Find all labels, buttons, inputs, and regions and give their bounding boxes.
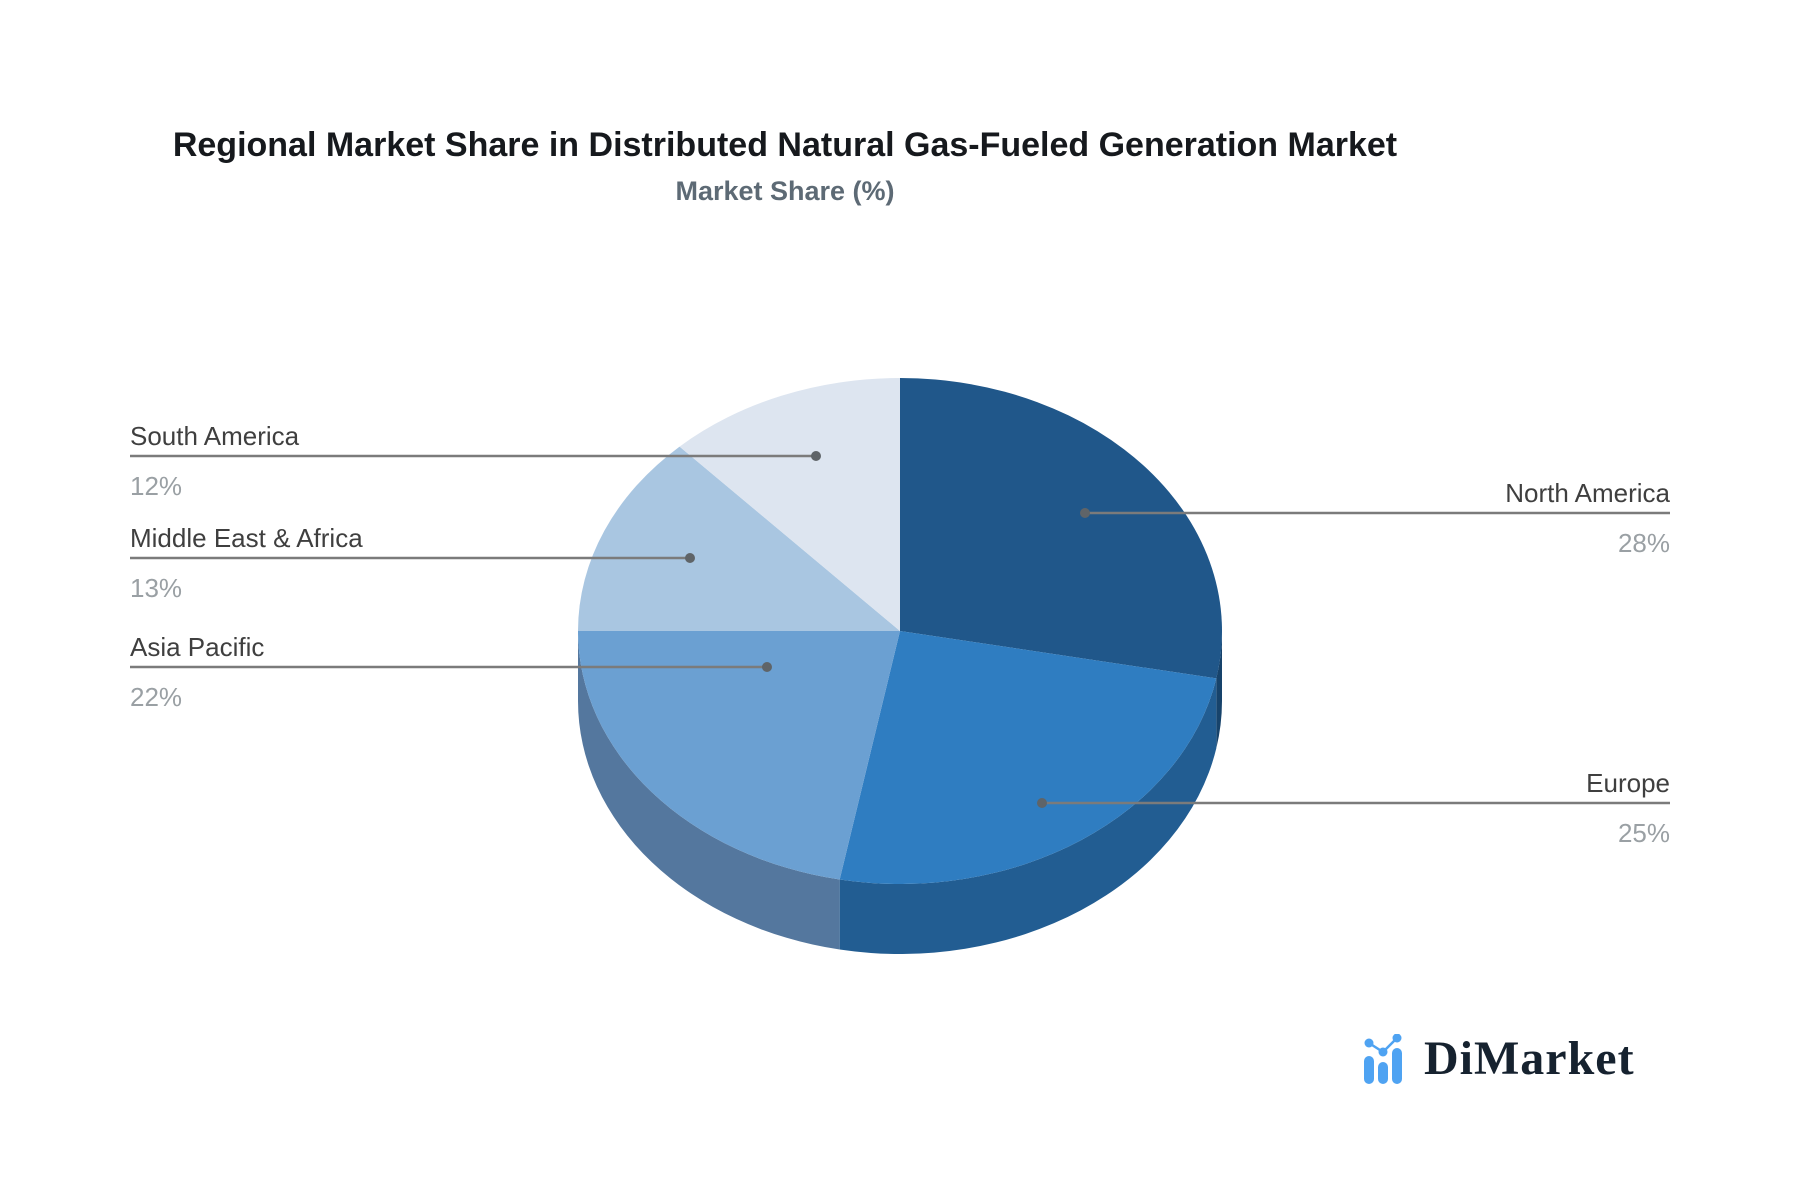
leader-dot-europe: [1037, 798, 1047, 808]
leader-dot-north-america: [1080, 508, 1090, 518]
pie-slice-middle-east-africa[interactable]: [578, 446, 900, 631]
label-name: South America: [130, 421, 300, 451]
pie-rim-europe: [839, 678, 1217, 955]
pie-label-north-america: North America 28%: [1050, 477, 1670, 559]
dimarket-logo-text: DiMarket: [1424, 1032, 1635, 1085]
label-name: Middle East & Africa: [130, 523, 363, 553]
pie-slice-north-america[interactable]: [900, 378, 1222, 679]
pie-label-europe: Europe 25%: [1050, 767, 1670, 849]
chart-subtitle: Market Share (%): [675, 176, 895, 206]
pie-rim-north-america: [1216, 631, 1222, 749]
pie-slice-europe[interactable]: [839, 631, 1217, 885]
label-percent: 28%: [1617, 528, 1670, 558]
leader-dot-middle-east-africa: [685, 553, 695, 563]
label-name: Europe: [1586, 768, 1670, 798]
pie-label-asia-pacific: Asia Pacific 22%: [130, 631, 750, 713]
label-percent: 13%: [130, 573, 183, 603]
label-name: North America: [1505, 478, 1670, 508]
dimarket-logo: DiMarket: [1362, 1030, 1635, 1088]
dimarket-logo-icon: [1364, 1034, 1402, 1084]
label-percent: 25%: [1617, 818, 1670, 848]
pie-slice-south-america[interactable]: [679, 378, 900, 631]
pie-label-south-america: South America 12%: [130, 420, 750, 502]
leader-dot-asia-pacific: [762, 662, 772, 672]
label-name: Asia Pacific: [130, 632, 265, 662]
pie-label-middle-east-africa: Middle East & Africa 13%: [130, 522, 750, 604]
pie-slice-asia-pacific[interactable]: [578, 631, 900, 880]
label-percent: 12%: [130, 471, 183, 501]
leader-dot-south-america: [811, 451, 821, 461]
label-percent: 22%: [130, 682, 183, 712]
chart-title: Regional Market Share in Distributed Nat…: [172, 126, 1398, 164]
pie-rim-asia-pacific: [578, 631, 840, 950]
